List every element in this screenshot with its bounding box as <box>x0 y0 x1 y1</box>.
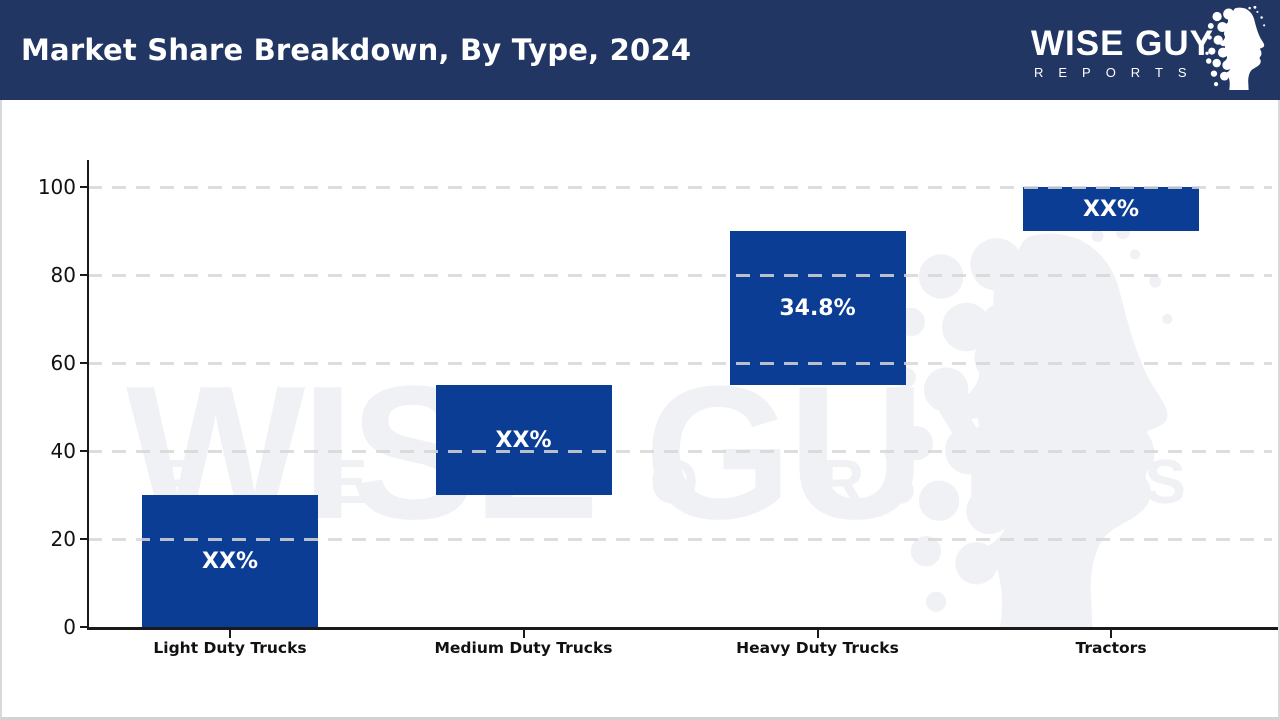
x-axis-tick <box>522 630 525 638</box>
header-bar: Market Share Breakdown, By Type, 2024 WI… <box>0 0 1280 100</box>
y-axis-tick-label: 100 <box>37 175 76 199</box>
y-axis-tick <box>80 450 88 452</box>
y-axis-tick-label: 0 <box>63 615 76 639</box>
bar-heavy-duty-trucks: 34.8% <box>729 231 906 385</box>
y-axis-tick <box>80 274 88 276</box>
y-axis-tick-label: 60 <box>50 351 76 375</box>
bar-value-label: XX% <box>495 427 552 453</box>
y-axis-tick <box>80 538 88 540</box>
wise-guy-logo: WISE GUY REPORTS <box>1031 6 1268 90</box>
x-axis-category-label: Medium Duty Trucks <box>434 639 613 657</box>
y-axis-tick-label: 20 <box>50 527 76 551</box>
gridline <box>88 449 1272 453</box>
gridline <box>88 273 1272 277</box>
x-axis-tick <box>229 630 231 638</box>
bar-light-duty-trucks: XX% <box>142 495 318 627</box>
logo-brand-name: WISE GUY <box>1030 23 1214 63</box>
bar-tractors: XX% <box>1023 187 1199 231</box>
watermark-face-profile-icon <box>876 226 1188 630</box>
y-axis-tick <box>80 362 88 364</box>
y-axis-tick-label: 40 <box>50 439 76 463</box>
chart-plot-area: WISE GUY R E P O R T S 0 20 40 60 80 100 XX% Li… <box>0 100 1280 720</box>
bar-value-label: XX% <box>1083 196 1139 222</box>
logo-brand-subtitle: REPORTS <box>1033 65 1202 81</box>
gridline <box>88 537 1272 541</box>
logo-text: WISE GUY REPORTS <box>1030 23 1214 81</box>
y-axis-tick <box>80 626 88 628</box>
x-axis-category-label: Heavy Duty Trucks <box>736 639 899 657</box>
y-axis-tick-label: 80 <box>50 263 76 287</box>
bar-value-label: 34.8% <box>779 295 856 321</box>
bar-medium-duty-trucks: XX% <box>435 385 612 495</box>
x-axis-tick <box>816 630 819 638</box>
gridline <box>88 185 1272 189</box>
x-axis-tick <box>1110 630 1112 638</box>
bar-value-label: XX% <box>202 548 258 574</box>
dotted-face-profile-icon <box>1204 6 1268 90</box>
x-axis-category-label: Light Duty Trucks <box>153 639 307 657</box>
gridline <box>88 361 1272 365</box>
x-axis-line <box>87 627 1278 630</box>
y-axis-tick <box>80 186 88 188</box>
page-title: Market Share Breakdown, By Type, 2024 <box>21 33 692 67</box>
y-axis-line <box>87 160 89 629</box>
x-axis-category-label: Tractors <box>1075 639 1147 657</box>
